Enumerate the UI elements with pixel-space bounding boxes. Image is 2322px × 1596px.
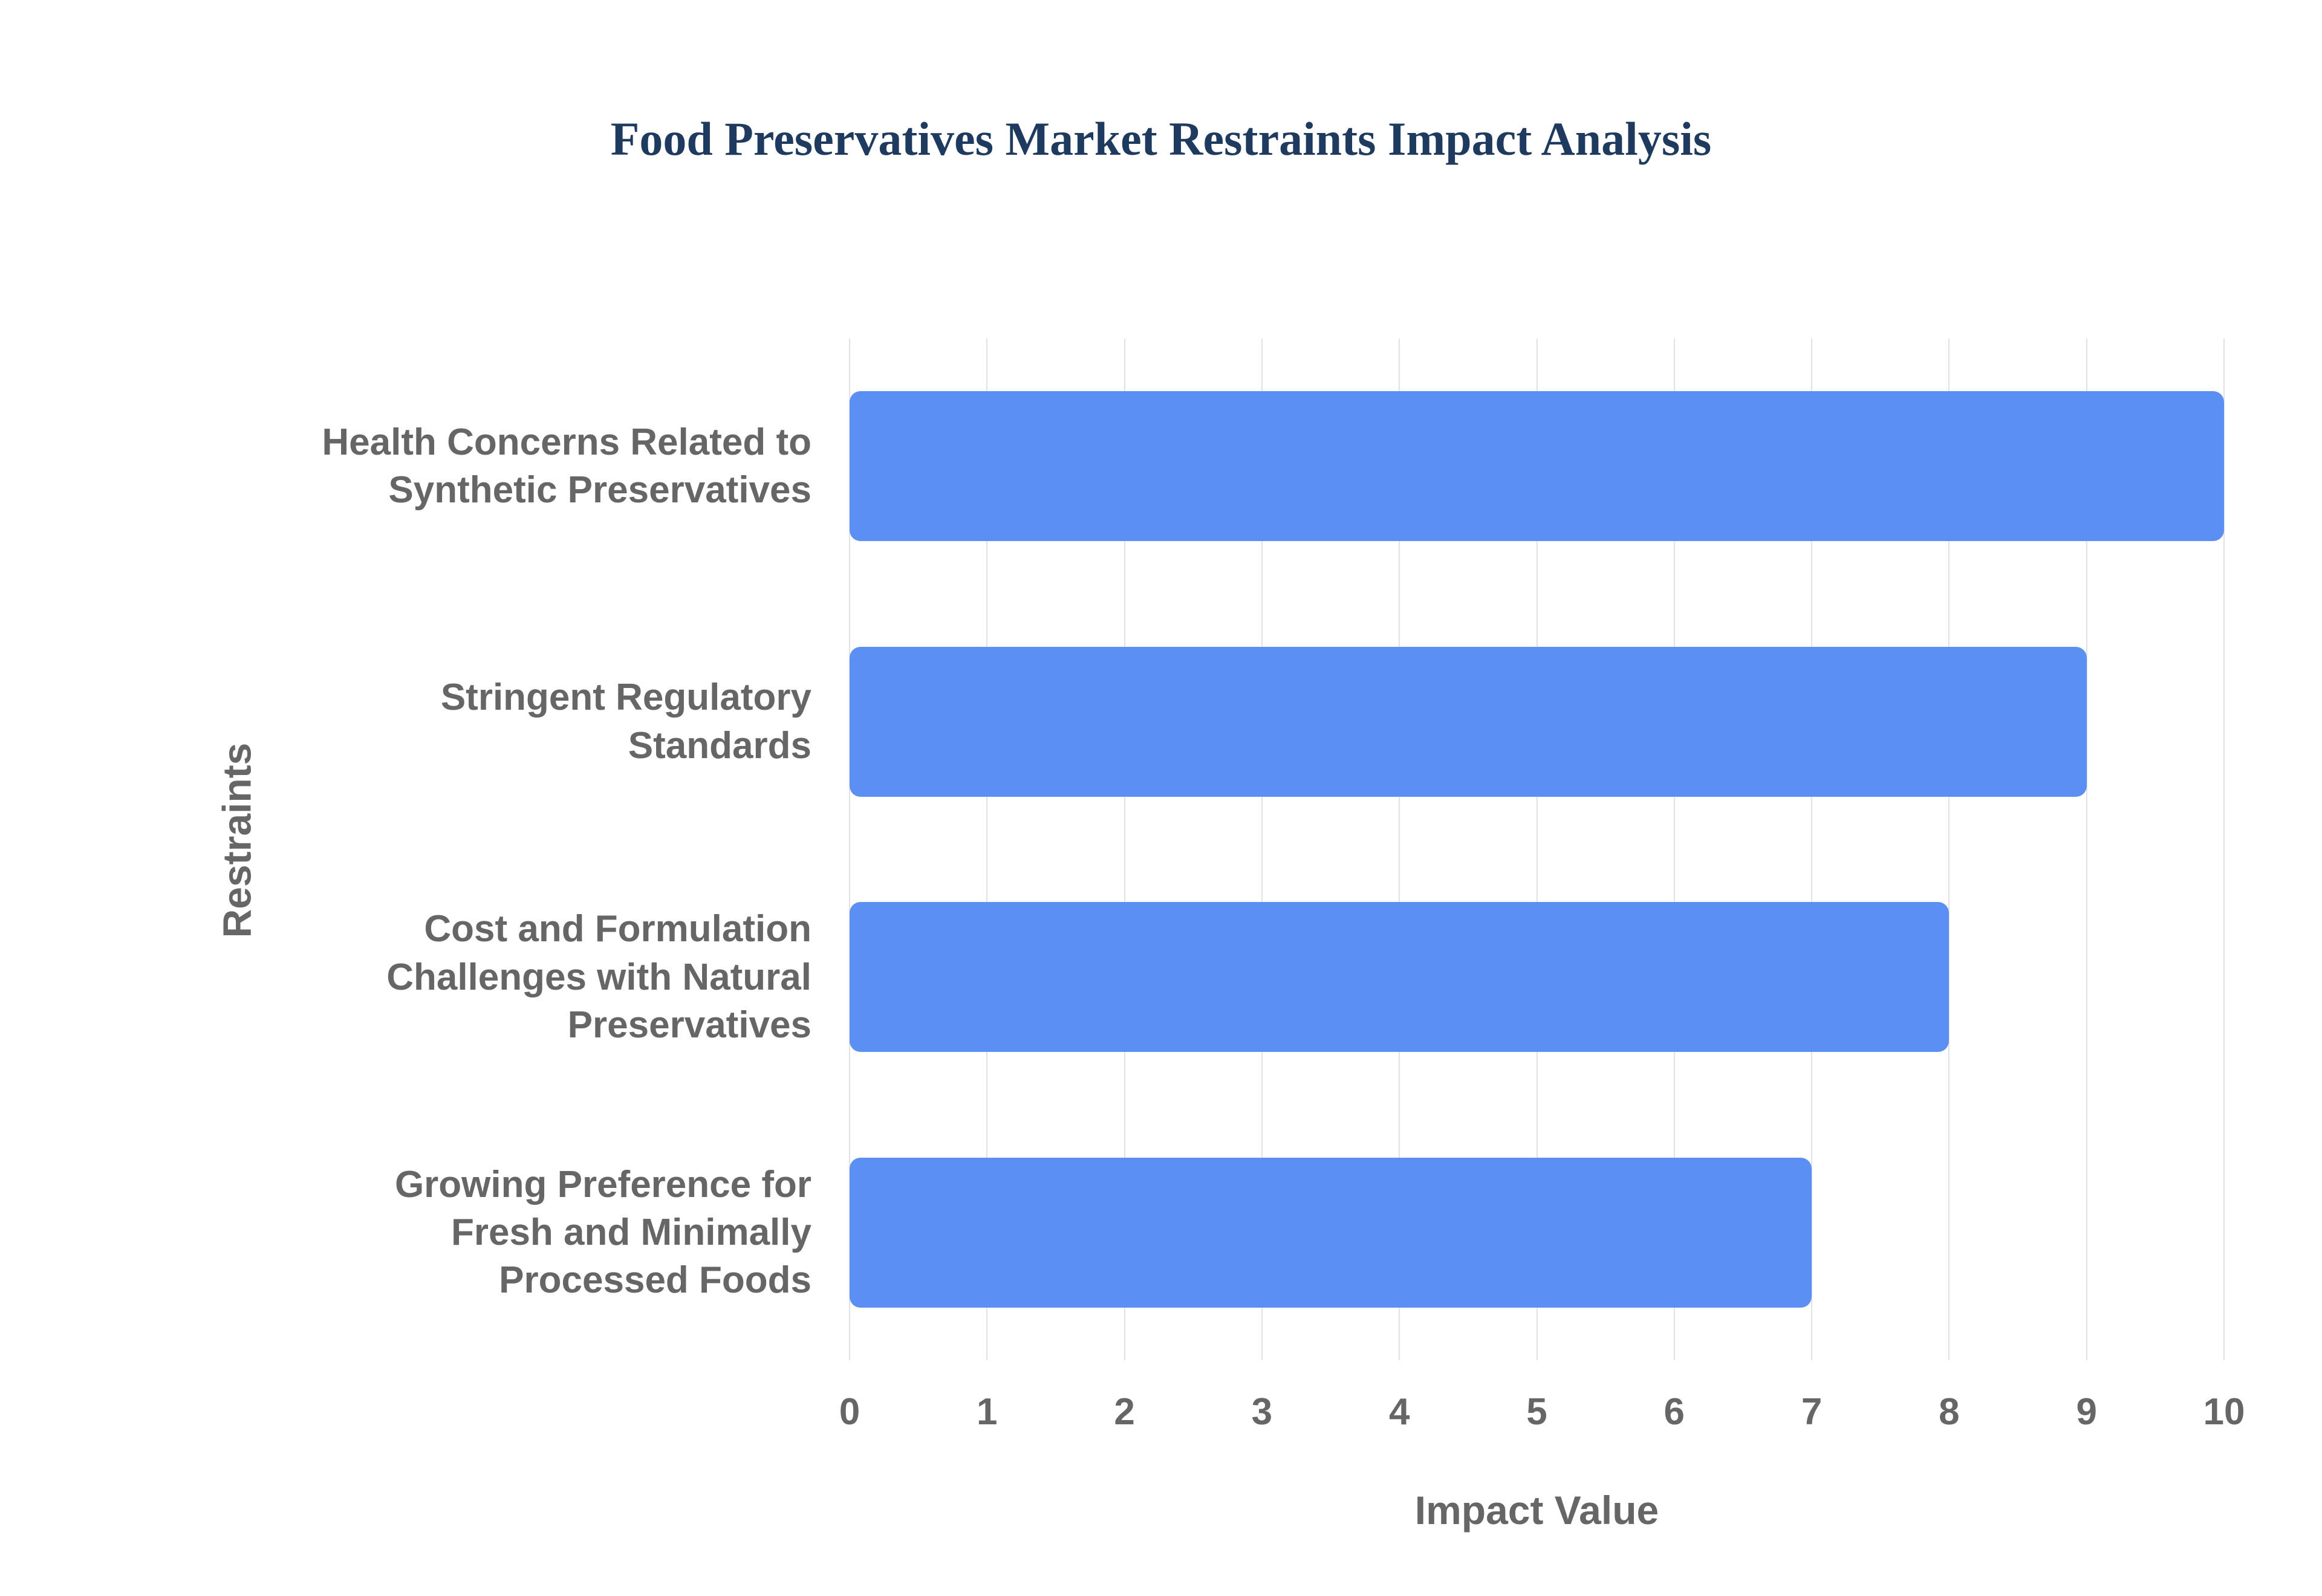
x-axis-ticks: 0 1 2 3 4 5 6 7 8 9 10 xyxy=(839,1390,2245,1439)
bar xyxy=(850,646,2087,797)
gridline xyxy=(1399,339,1400,1360)
y-axis-title: Restraints xyxy=(214,742,259,938)
category-label: Cost and Formulation Challenges with Nat… xyxy=(386,908,811,1046)
x-tick-label: 5 xyxy=(1526,1391,1547,1433)
x-axis-title: Impact Value xyxy=(1414,1488,1659,1533)
x-tick-label: 0 xyxy=(839,1391,860,1433)
gridline xyxy=(1536,339,1538,1360)
chart-title: Food Preservatives Market Restraints Imp… xyxy=(610,112,1712,165)
bar xyxy=(850,391,2224,541)
gridline xyxy=(1124,339,1125,1360)
category-label: Health Concerns Related to Synthetic Pre… xyxy=(322,421,811,511)
gridline xyxy=(849,339,850,1360)
bar-row xyxy=(850,1105,2224,1361)
category-label: Stringent Regulatory Standards xyxy=(440,676,811,767)
x-tick-label: 10 xyxy=(2203,1391,2245,1433)
gridline xyxy=(1261,339,1263,1360)
gridline xyxy=(1811,339,1813,1360)
gridline xyxy=(2223,339,2225,1360)
category-axis-labels: Health Concerns Related to Synthetic Pre… xyxy=(302,339,811,1360)
bar xyxy=(850,902,1950,1052)
category-label: Growing Preference for Fresh and Minimal… xyxy=(394,1163,811,1302)
gridline xyxy=(1673,339,1675,1360)
x-tick-label: 7 xyxy=(1801,1391,1823,1433)
gridline xyxy=(1948,339,1950,1360)
x-tick-label: 8 xyxy=(1939,1391,1960,1433)
x-tick-label: 4 xyxy=(1388,1391,1410,1433)
bar-row xyxy=(850,339,2224,594)
bar xyxy=(850,1157,1812,1308)
gridline xyxy=(986,339,988,1360)
x-tick-label: 9 xyxy=(2076,1391,2097,1433)
x-tick-label: 6 xyxy=(1663,1391,1685,1433)
x-tick-label: 3 xyxy=(1251,1391,1273,1433)
x-tick-label: 2 xyxy=(1114,1391,1135,1433)
bar-row xyxy=(850,594,2224,850)
gridline xyxy=(2086,339,2087,1360)
plot-area xyxy=(849,339,2225,1361)
bar-row xyxy=(850,849,2224,1105)
x-tick-label: 1 xyxy=(977,1391,998,1433)
